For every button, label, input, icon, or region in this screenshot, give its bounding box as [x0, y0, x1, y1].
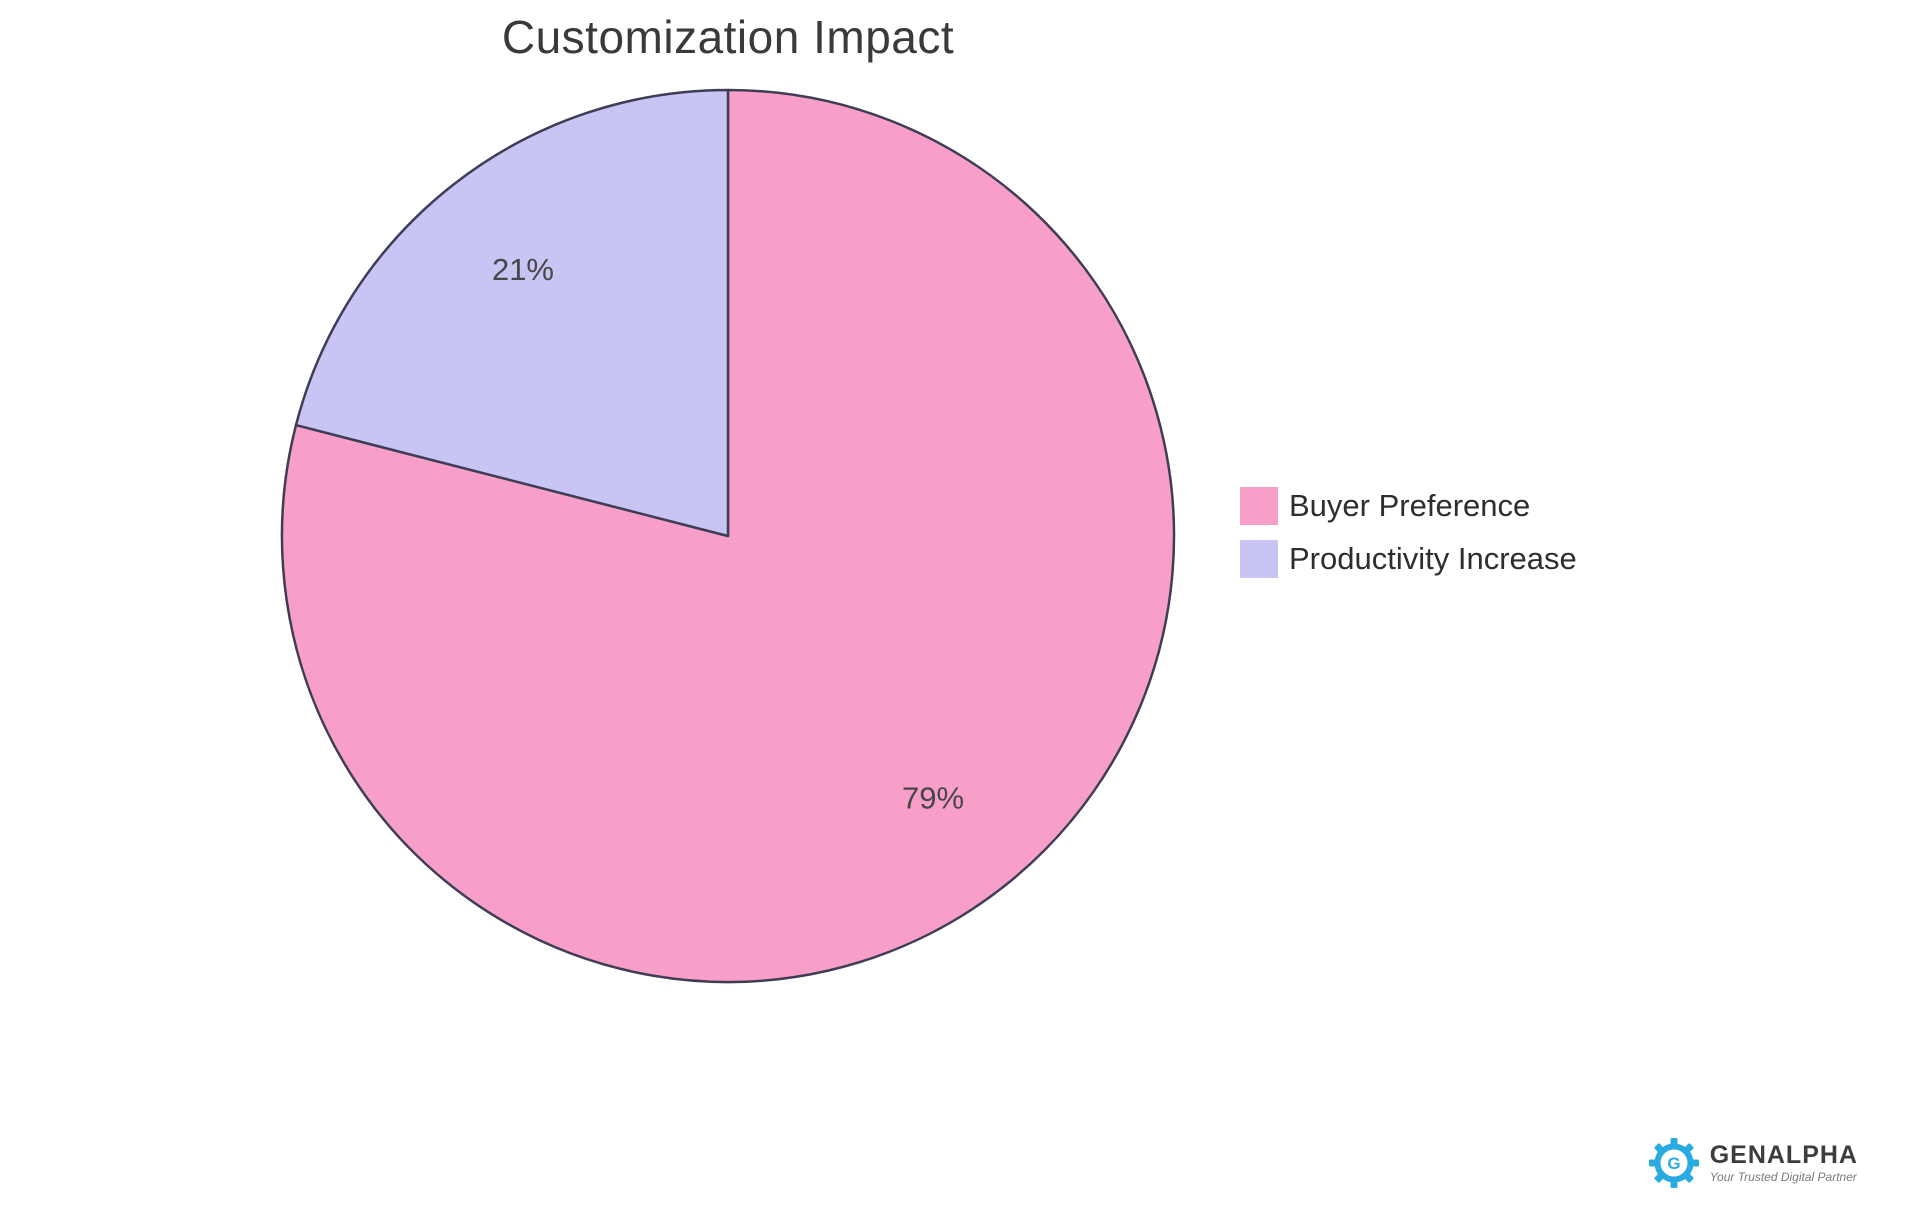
- chart-title: Customization Impact: [501, 11, 955, 63]
- legend-label-productivity-increase: Productivity Increase: [1289, 541, 1577, 576]
- legend-item-productivity-increase: Productivity Increase: [1240, 540, 1577, 578]
- svg-text:G: G: [1667, 1154, 1680, 1173]
- legend: Buyer Preference Productivity Increase: [1240, 487, 1577, 578]
- brand-tagline: Your Trusted Digital Partner: [1709, 1169, 1857, 1184]
- legend-swatch-productivity-increase: [1240, 540, 1278, 578]
- brand-name: GENALPHA: [1709, 1141, 1858, 1170]
- legend-swatch-buyer-preference: [1240, 487, 1278, 525]
- slice-percent-label-buyer-preference: 79%: [902, 780, 964, 815]
- pie-slice-productivity-increase: [294, 88, 730, 538]
- legend-item-buyer-preference: Buyer Preference: [1240, 487, 1577, 525]
- slice-percent-label-productivity-increase: 21%: [492, 252, 554, 287]
- genalpha-gear-icon: G: [1648, 1138, 1699, 1188]
- legend-label-buyer-preference: Buyer Preference: [1289, 488, 1531, 523]
- logo-text: GENALPHA Your Trusted Digital Partner: [1710, 1142, 1858, 1184]
- genalpha-logo: G GENALPHA Your Trusted Digital Partner: [1648, 1137, 1858, 1189]
